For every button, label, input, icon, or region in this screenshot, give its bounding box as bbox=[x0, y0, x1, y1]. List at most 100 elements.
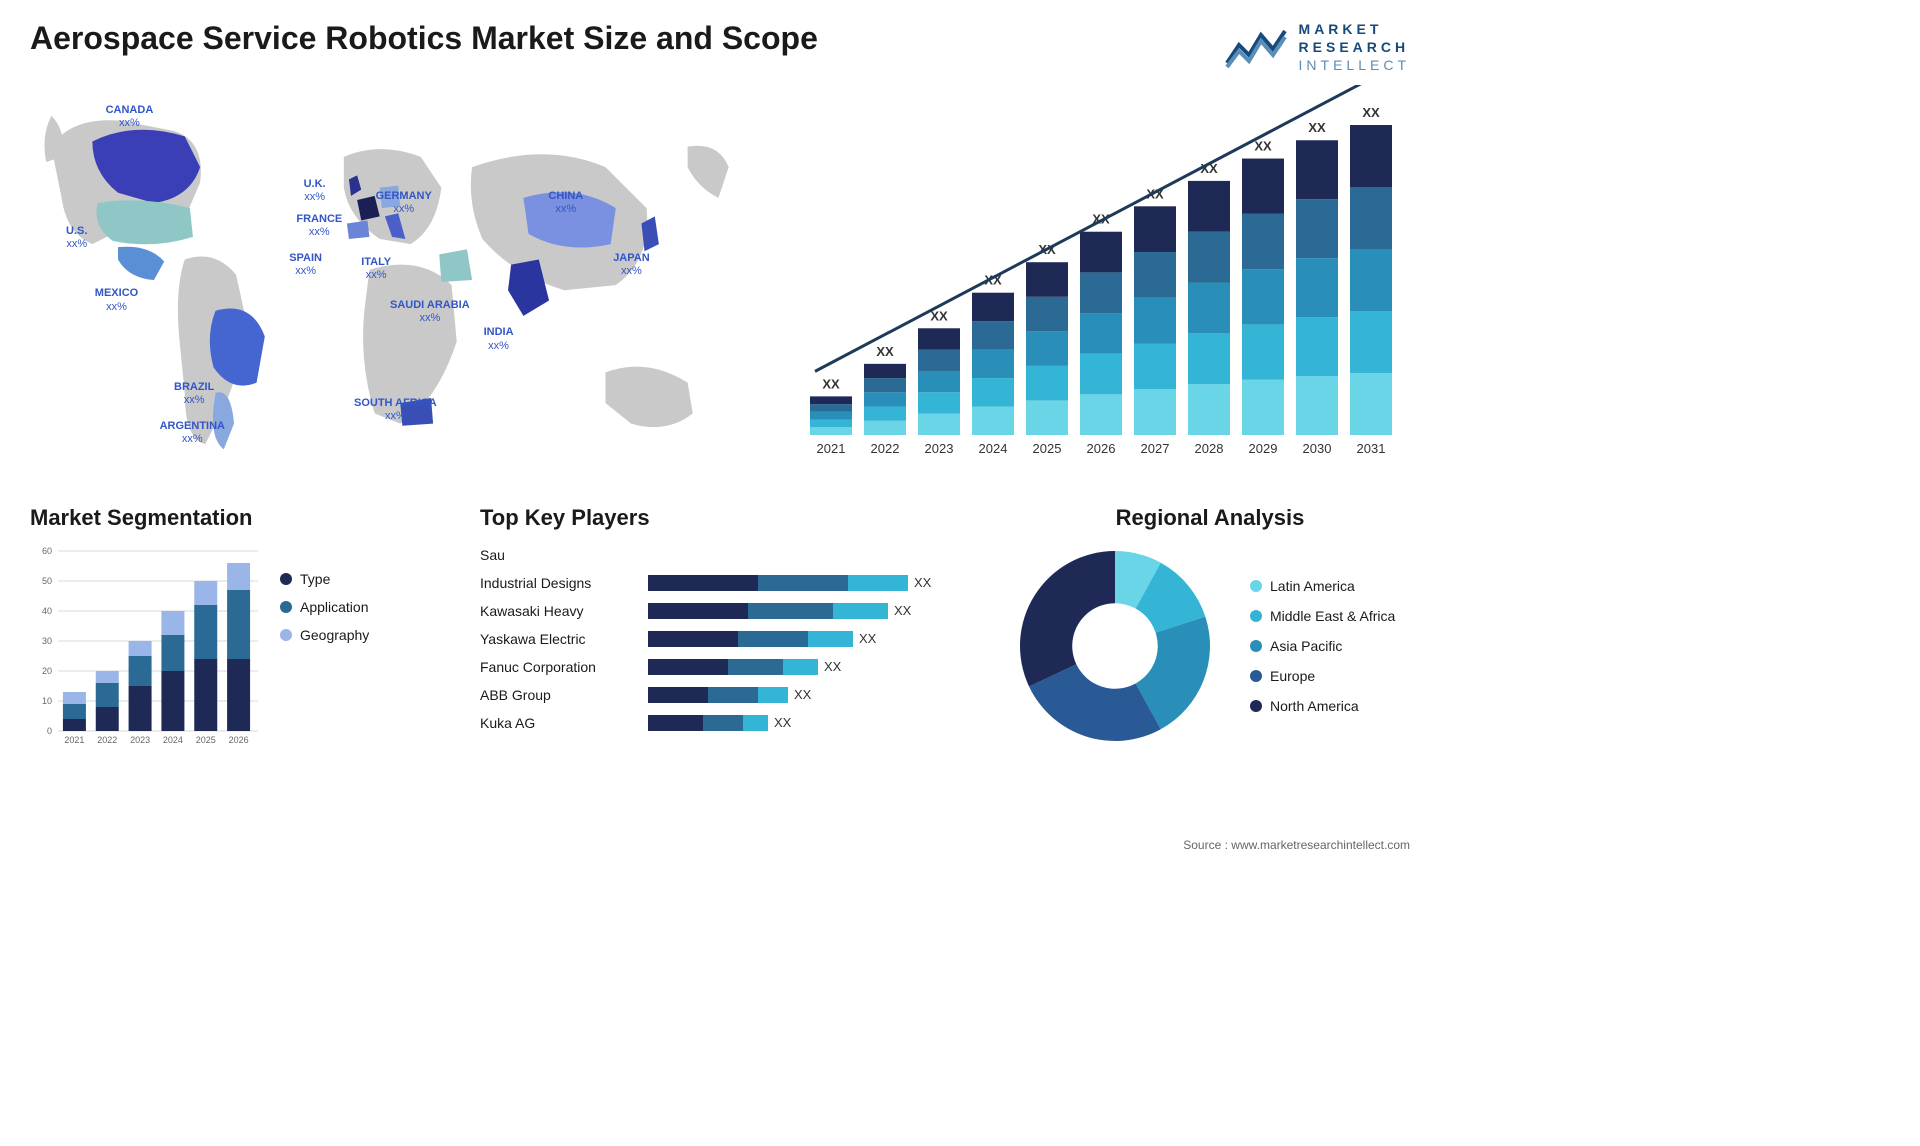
legend-dot-icon bbox=[1250, 670, 1262, 682]
player-bar-segment bbox=[783, 659, 818, 675]
svg-text:2021: 2021 bbox=[64, 735, 84, 745]
player-value: XX bbox=[859, 631, 876, 646]
player-bar bbox=[648, 715, 768, 731]
svg-text:2024: 2024 bbox=[163, 735, 183, 745]
legend-dot-icon bbox=[1250, 610, 1262, 622]
player-name: Kuka AG bbox=[480, 715, 640, 731]
svg-text:2030: 2030 bbox=[1303, 441, 1332, 456]
map-label-u-s-: U.S.xx% bbox=[66, 225, 87, 251]
player-bar-segment bbox=[743, 715, 768, 731]
player-value: XX bbox=[894, 603, 911, 618]
player-bar-segment bbox=[758, 575, 848, 591]
player-name: Fanuc Corporation bbox=[480, 659, 640, 675]
page-title: Aerospace Service Robotics Market Size a… bbox=[30, 20, 818, 57]
logo-line3: INTELLECT bbox=[1299, 56, 1410, 74]
segmentation-chart: 0102030405060202120222023202420252026 bbox=[30, 541, 260, 751]
player-bar-wrap: XX bbox=[648, 631, 980, 647]
svg-text:2029: 2029 bbox=[1249, 441, 1278, 456]
seg-legend-item: Geography bbox=[280, 627, 369, 643]
player-bar-segment bbox=[758, 687, 788, 703]
svg-text:2025: 2025 bbox=[196, 735, 216, 745]
svg-text:XX: XX bbox=[1362, 105, 1380, 120]
player-bar-segment bbox=[648, 715, 703, 731]
player-value: XX bbox=[774, 715, 791, 730]
legend-label: Europe bbox=[1270, 668, 1315, 684]
player-name: Sau bbox=[480, 547, 640, 563]
map-label-u-k-: U.K.xx% bbox=[304, 178, 326, 204]
svg-text:2021: 2021 bbox=[817, 441, 846, 456]
svg-text:XX: XX bbox=[876, 343, 894, 358]
map-label-italy: ITALYxx% bbox=[361, 256, 391, 282]
regional-legend: Latin America Middle East & Africa Asia Pa… bbox=[1250, 578, 1395, 714]
regional-legend-item: Asia Pacific bbox=[1250, 638, 1395, 654]
legend-label: Asia Pacific bbox=[1270, 638, 1342, 654]
player-bar-segment bbox=[703, 715, 743, 731]
legend-dot-icon bbox=[1250, 640, 1262, 652]
svg-text:2022: 2022 bbox=[871, 441, 900, 456]
player-bar-wrap: XX bbox=[648, 603, 980, 619]
svg-text:2024: 2024 bbox=[979, 441, 1008, 456]
svg-text:30: 30 bbox=[42, 636, 52, 646]
svg-text:2031: 2031 bbox=[1357, 441, 1386, 456]
growth-bar-chart: XX2021XX2022XX2023XX2024XX2025XX2026XX20… bbox=[790, 85, 1410, 475]
map-label-brazil: BRAZILxx% bbox=[174, 381, 214, 407]
player-value: XX bbox=[824, 659, 841, 674]
player-row: ABB GroupXX bbox=[480, 681, 980, 709]
segmentation-panel: Market Segmentation 01020304050602021202… bbox=[30, 505, 450, 751]
segmentation-title: Market Segmentation bbox=[30, 505, 450, 531]
regional-legend-item: Europe bbox=[1250, 668, 1395, 684]
map-label-france: FRANCExx% bbox=[296, 213, 342, 239]
regional-legend-item: Latin America bbox=[1250, 578, 1395, 594]
seg-legend-item: Type bbox=[280, 571, 369, 587]
growth-chart-svg: XX2021XX2022XX2023XX2024XX2025XX2026XX20… bbox=[790, 85, 1410, 475]
svg-text:2023: 2023 bbox=[925, 441, 954, 456]
svg-text:2023: 2023 bbox=[130, 735, 150, 745]
map-label-argentina: ARGENTINAxx% bbox=[160, 420, 225, 446]
svg-text:XX: XX bbox=[1308, 120, 1326, 135]
regional-panel: Regional Analysis Latin America Middle Ea… bbox=[1010, 505, 1410, 751]
svg-text:XX: XX bbox=[1254, 138, 1272, 153]
map-label-china: CHINAxx% bbox=[548, 190, 583, 216]
player-bar-segment bbox=[808, 631, 853, 647]
player-value: XX bbox=[914, 575, 931, 590]
source-attribution: Source : www.marketresearchintellect.com bbox=[1183, 838, 1410, 852]
legend-dot-icon bbox=[280, 573, 292, 585]
segmentation-legend: Type Application Geography bbox=[280, 541, 369, 751]
player-bar-wrap: XX bbox=[648, 715, 980, 731]
players-panel: Top Key Players SauIndustrial DesignsXXK… bbox=[480, 505, 980, 751]
player-row: Kuka AG XX bbox=[480, 709, 980, 737]
logo-mark-icon bbox=[1225, 25, 1289, 69]
svg-text:60: 60 bbox=[42, 546, 52, 556]
legend-label: North America bbox=[1270, 698, 1359, 714]
svg-text:2027: 2027 bbox=[1141, 441, 1170, 456]
legend-dot-icon bbox=[280, 601, 292, 613]
legend-dot-icon bbox=[280, 629, 292, 641]
map-label-japan: JAPANxx% bbox=[613, 252, 649, 278]
regional-title: Regional Analysis bbox=[1010, 505, 1410, 531]
legend-label: Latin America bbox=[1270, 578, 1355, 594]
svg-text:XX: XX bbox=[822, 376, 840, 391]
player-row: Yaskawa Electric XX bbox=[480, 625, 980, 653]
svg-text:40: 40 bbox=[42, 606, 52, 616]
legend-label: Middle East & Africa bbox=[1270, 608, 1395, 624]
player-name: Industrial Designs bbox=[480, 575, 640, 591]
player-bar-segment bbox=[648, 603, 748, 619]
player-name: Yaskawa Electric bbox=[480, 631, 640, 647]
player-bar bbox=[648, 603, 888, 619]
svg-text:10: 10 bbox=[42, 696, 52, 706]
svg-text:2026: 2026 bbox=[1087, 441, 1116, 456]
map-label-saudi-arabia: SAUDI ARABIAxx% bbox=[390, 299, 470, 325]
logo-line1: MARKET bbox=[1299, 20, 1410, 38]
seg-legend-item: Application bbox=[280, 599, 369, 615]
player-value: XX bbox=[794, 687, 811, 702]
player-bar bbox=[648, 575, 908, 591]
map-label-mexico: MEXICOxx% bbox=[95, 287, 138, 313]
map-label-canada: CANADAxx% bbox=[106, 104, 154, 130]
player-bar-segment bbox=[833, 603, 888, 619]
player-bar-segment bbox=[648, 659, 728, 675]
player-bar-segment bbox=[708, 687, 758, 703]
map-label-germany: GERMANYxx% bbox=[376, 190, 432, 216]
svg-text:50: 50 bbox=[42, 576, 52, 586]
logo-line2: RESEARCH bbox=[1299, 38, 1410, 56]
player-bar-segment bbox=[648, 687, 708, 703]
